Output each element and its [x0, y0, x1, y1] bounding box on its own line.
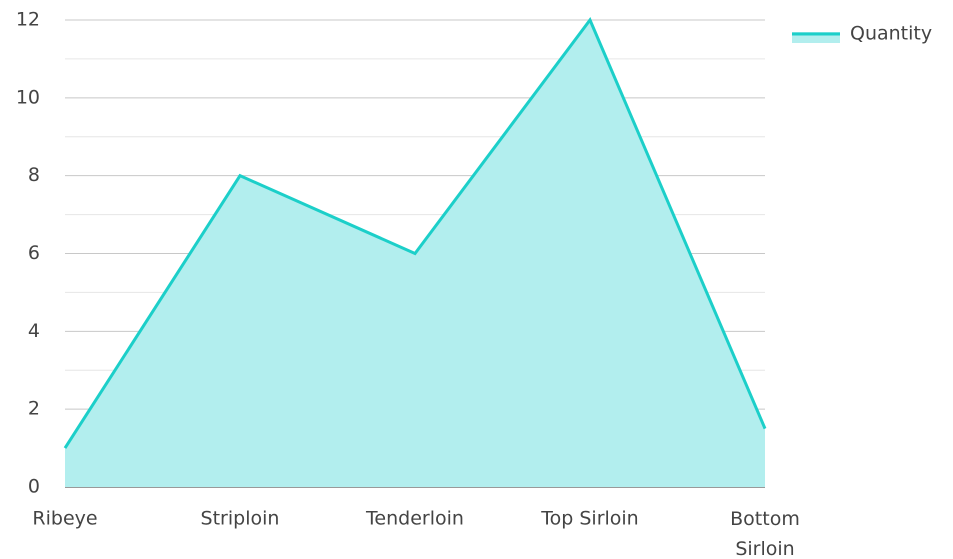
x-tick-label: Bottom Sirloin [730, 508, 800, 559]
y-tick-label: 2 [28, 398, 40, 420]
x-tick-label: Top Sirloin [540, 508, 638, 530]
y-tick-label: 8 [28, 164, 40, 186]
y-tick-label: 6 [28, 242, 40, 264]
x-tick-label: Striploin [201, 508, 280, 530]
y-tick-label: 10 [16, 86, 40, 108]
x-tick-label: Tenderloin [365, 508, 464, 530]
y-tick-label: 4 [28, 320, 40, 342]
area-line [63, 17, 767, 449]
x-tick-label: Ribeye [32, 508, 97, 530]
y-tick-label: 12 [16, 9, 40, 31]
y-tick-label: 0 [28, 476, 40, 498]
legend-swatch-fill [792, 32, 840, 43]
legend-label: Quantity [850, 23, 932, 45]
